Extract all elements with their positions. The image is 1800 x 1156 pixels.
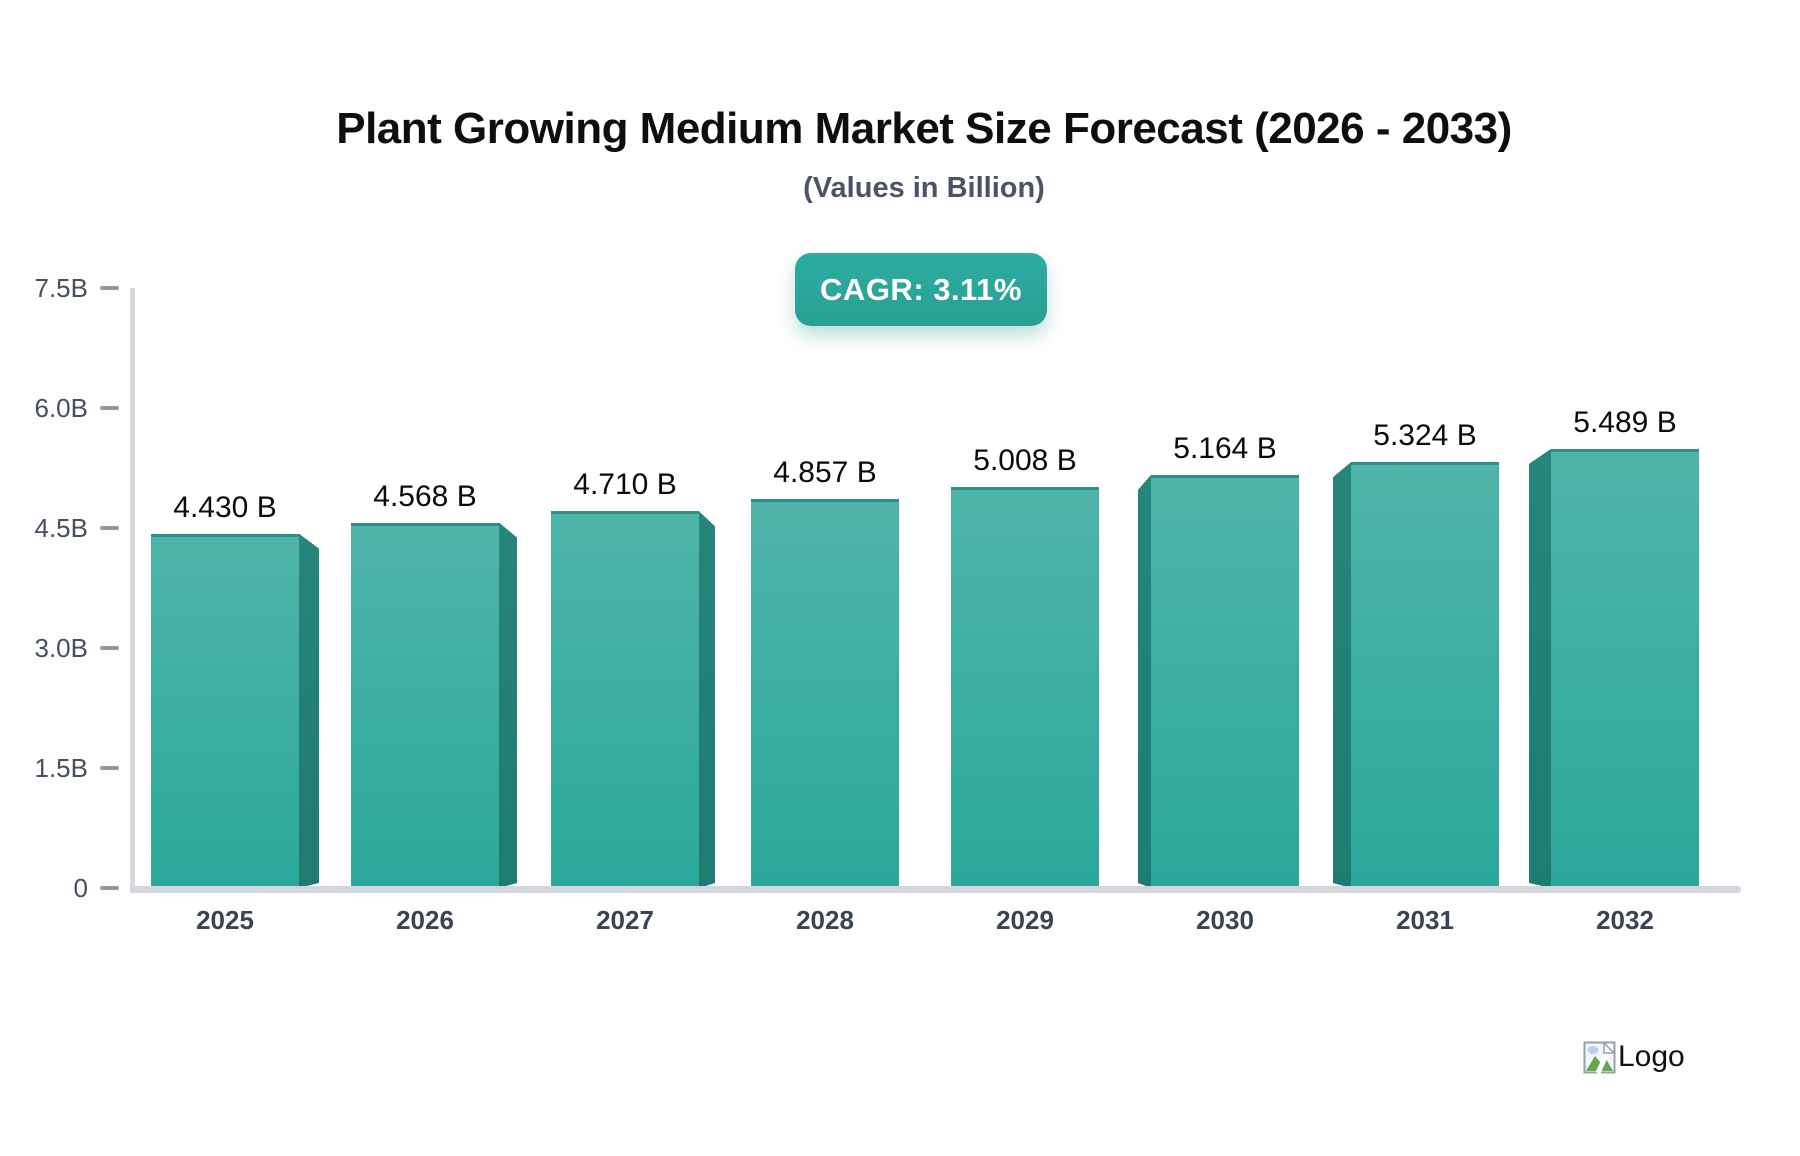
y-axis-label: 6.0B [34,393,89,423]
bar-value-label: 5.489 B [1573,405,1677,439]
chart-subtitle: (Values in Billion) [803,172,1045,204]
bar-3d-side-panel [299,534,319,888]
bar-value-label: 5.008 B [973,444,1077,478]
cagr-badge: CAGR: 3.11% [795,253,1047,326]
y-axis-label: 3.0B [34,633,89,663]
bar-2026 [351,522,499,888]
bar-3d-side-panel [1138,475,1151,888]
bar-value-label: 4.857 B [773,456,877,490]
bar-3d-side-panel [699,511,715,888]
bar-value-label: 4.710 B [573,468,677,502]
bar-value-label: 4.568 B [373,479,477,513]
x-axis-label: 2031 [1396,905,1454,935]
y-axis-tick [100,286,119,290]
bar-value-label: 5.164 B [1173,431,1277,465]
y-axis-tick [100,406,119,410]
cagr-badge-label: CAGR: 3.11% [820,271,1022,307]
y-axis-label: 1.5B [34,753,89,783]
x-axis-label: 2029 [996,905,1054,935]
bar-2029 [951,487,1099,888]
y-axis-tick [100,646,119,650]
bar-3d-side-panel [499,523,517,888]
y-axis-tick [100,766,119,770]
bar-value-label: 5.324 B [1373,419,1477,453]
x-axis-label: 2025 [196,905,254,935]
x-axis-label: 2026 [396,905,454,935]
bar-2032 [1551,448,1699,888]
bar-2027 [551,511,699,888]
broken-image-icon [1583,1040,1616,1074]
y-axis-tick [100,526,119,530]
y-axis-tick [100,886,119,890]
logo-text: Logo [1618,1040,1685,1073]
y-axis-label: 4.5B [34,513,89,543]
x-axis-label: 2028 [796,905,854,935]
bar-2028 [751,499,899,888]
bar-3d-side-panel [1529,449,1551,888]
bar-value-label: 4.430 B [173,490,277,524]
bar-2030 [1151,474,1299,888]
x-axis-label: 2027 [596,905,654,935]
x-axis-label: 2032 [1596,905,1654,935]
chart-title: Plant Growing Medium Market Size Forecas… [336,104,1512,153]
x-axis-label: 2030 [1196,905,1254,935]
y-axis-label: 0 [73,873,88,903]
bar-3d-side-panel [1333,462,1351,888]
footer-logo: Logo [1583,1040,1685,1074]
bar-2025 [151,533,299,888]
x-axis-baseline [130,886,1741,893]
y-axis-label: 7.5B [34,273,89,303]
y-axis-line [130,288,135,893]
bar-2031 [1351,462,1499,888]
